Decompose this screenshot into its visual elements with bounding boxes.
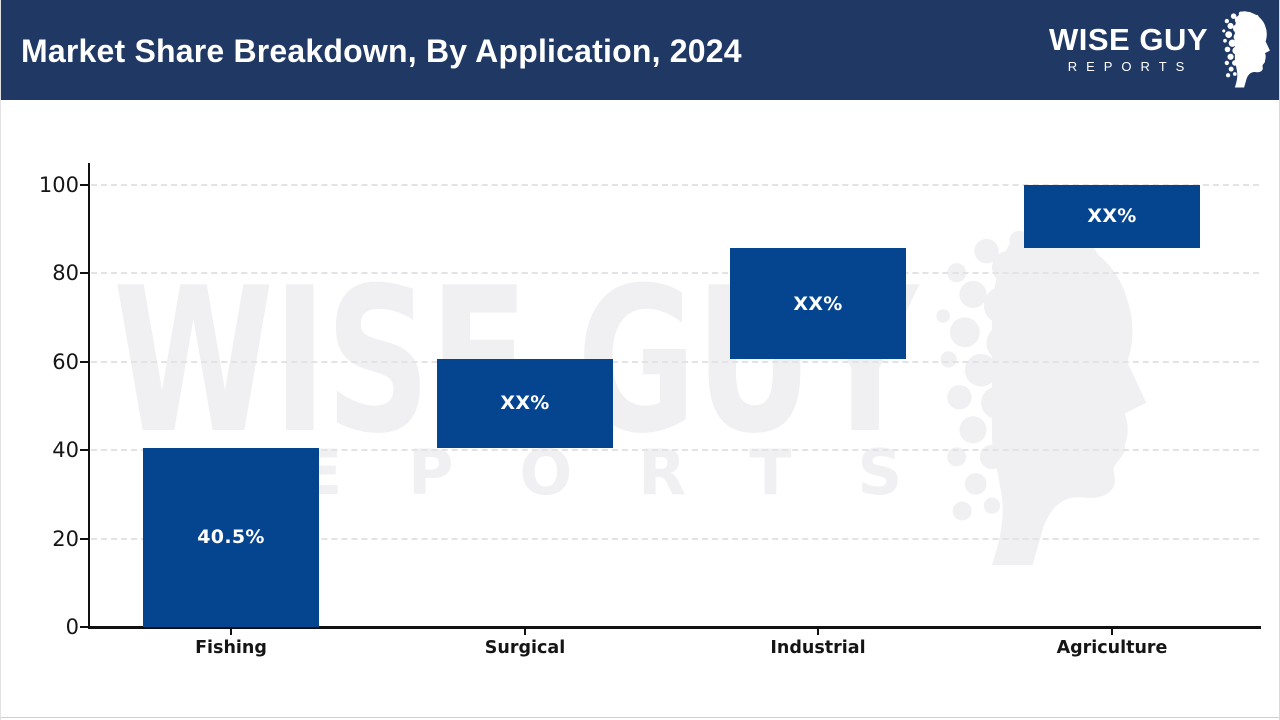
header-band: Market Share Breakdown, By Application, …	[1, 0, 1279, 100]
chart-title: Market Share Breakdown, By Application, …	[21, 33, 742, 69]
y-tick-label: 100	[9, 173, 79, 197]
y-tick-label: 40	[9, 438, 79, 462]
y-axis-tick	[80, 626, 88, 628]
x-category-label-text: Agriculture	[1056, 638, 1168, 658]
bar-fishing-text: 40.5%	[197, 526, 265, 549]
gridline	[91, 360, 1259, 363]
gridline	[91, 537, 1259, 540]
logo-text: WISE GUY REPORTS	[1049, 24, 1208, 74]
gridline	[91, 449, 1259, 451]
y-tick-label: 0	[9, 615, 79, 639]
y-tick-label-text: 20	[52, 526, 79, 551]
x-axis-line	[88, 626, 1261, 629]
x-axis-tick	[524, 629, 526, 635]
x-category-label-text: Surgical	[484, 638, 566, 658]
y-axis-tick	[80, 537, 88, 540]
y-axis-line	[88, 163, 90, 628]
bar-agriculture: XX%	[1024, 184, 1200, 249]
y-axis-tick	[80, 272, 88, 274]
x-category-label-text: Fishing	[195, 638, 267, 658]
x-category-label: Fishing	[121, 638, 341, 658]
bar-industrial-text: XX%	[793, 292, 843, 315]
logo-subtitle: REPORTS	[1067, 59, 1194, 74]
bar-agriculture-text: XX%	[1087, 205, 1137, 228]
y-tick-label-text: 100	[38, 172, 79, 197]
bottom-edge-line	[1, 717, 1279, 718]
bar-fishing: 40.5%	[143, 447, 319, 627]
y-axis-tick	[80, 360, 88, 363]
y-tick-label: 20	[9, 527, 79, 551]
x-axis-tick	[817, 629, 819, 635]
y-tick-label-text: 40	[52, 438, 79, 462]
x-category-label: Agriculture	[1002, 638, 1222, 658]
x-axis-tick	[1111, 629, 1113, 635]
y-tick-label-text: 60	[52, 349, 79, 374]
gridline	[91, 272, 1259, 274]
gridline	[91, 183, 1259, 186]
wise-guy-reports-logo: WISE GUY REPORTS	[1013, 6, 1273, 94]
y-tick-label: 80	[9, 261, 79, 285]
y-tick-label-text: 80	[52, 261, 79, 285]
x-category-label: Industrial	[708, 638, 928, 658]
logo-wordmark: WISE GUY	[1049, 22, 1209, 57]
y-tick-label-text: 0	[65, 615, 79, 639]
x-category-label: Surgical	[415, 638, 635, 658]
y-axis-tick	[80, 183, 88, 186]
y-tick-label: 60	[9, 350, 79, 374]
x-axis-tick	[230, 629, 232, 635]
bar-surgical: XX%	[437, 358, 613, 448]
bar-industrial: XX%	[730, 248, 906, 359]
bar-surgical-text: XX%	[500, 392, 550, 415]
x-category-label-text: Industrial	[770, 638, 866, 658]
y-axis-tick	[80, 449, 88, 451]
